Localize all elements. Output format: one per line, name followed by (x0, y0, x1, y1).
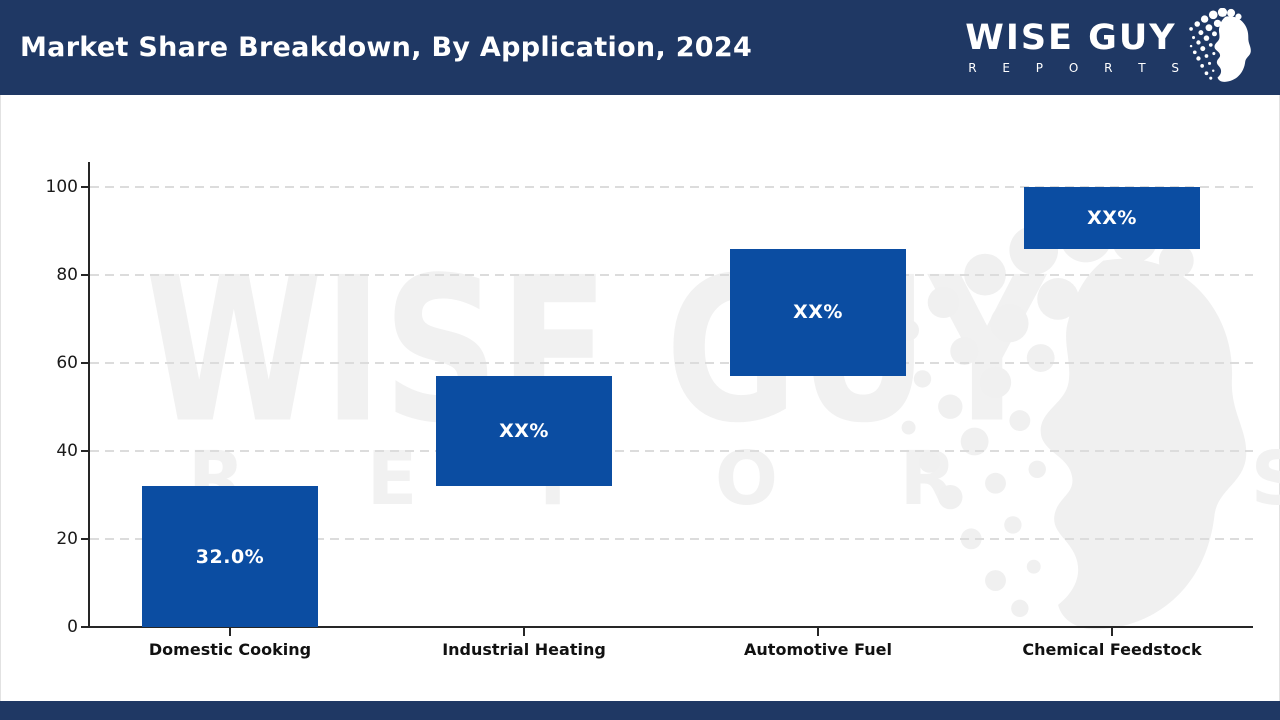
bar-value-label: XX% (1087, 206, 1137, 229)
wiseguy-head-icon (1189, 7, 1251, 82)
x-tick-mark-3 (1111, 628, 1113, 636)
header-bar: Market Share Breakdown, By Application, … (0, 0, 1280, 95)
y-tick-mark-40 (81, 450, 90, 452)
logo-name-text: WISE GUY (965, 17, 1177, 58)
y-tick-label-20: 20 (56, 529, 78, 549)
y-tick-mark-80 (81, 274, 90, 276)
bar-value-label: 32.0% (195, 545, 265, 568)
x-axis-line (88, 626, 1253, 628)
x-category-label-3: Chemical Feedstock (1022, 640, 1202, 659)
y-axis-line (88, 162, 90, 627)
gridline-100 (90, 186, 1253, 188)
bar-automotive-fuel: XX% (730, 248, 906, 377)
x-tick-mark-2 (817, 628, 819, 636)
y-tick-label-0: 0 (67, 617, 78, 637)
y-tick-mark-60 (81, 362, 90, 364)
x-category-label-2: Automotive Fuel (744, 640, 892, 659)
gridline-40 (90, 450, 1253, 452)
bar-value-label: XX% (793, 301, 843, 324)
y-tick-mark-0 (81, 626, 90, 628)
x-tick-mark-1 (523, 628, 525, 636)
page-title: Market Share Breakdown, By Application, … (20, 32, 753, 63)
y-tick-mark-20 (81, 538, 90, 540)
x-tick-mark-0 (229, 628, 231, 636)
bar-industrial-heating: XX% (436, 376, 612, 487)
footer-bar (0, 701, 1280, 720)
logo-sub-text: R E P O R T S (968, 60, 1190, 75)
y-tick-label-60: 60 (56, 353, 78, 373)
x-category-label-1: Industrial Heating (442, 640, 606, 659)
x-category-label-0: Domestic Cooking (148, 640, 312, 659)
y-tick-label-80: 80 (56, 265, 78, 285)
gridline-60 (90, 362, 1253, 364)
bar-chemical-feedstock: XX% (1024, 187, 1200, 249)
y-tick-label-100: 100 (45, 177, 78, 197)
gridline-80 (90, 274, 1253, 276)
gridline-20 (90, 538, 1253, 540)
y-tick-label-40: 40 (56, 441, 78, 461)
wiseguy-logo: WISE GUY R E P O R T S (965, 7, 1254, 88)
y-tick-mark-100 (81, 186, 90, 188)
bar-domestic-cooking: 32.0% (142, 486, 318, 627)
bar-value-label: XX% (499, 420, 549, 443)
